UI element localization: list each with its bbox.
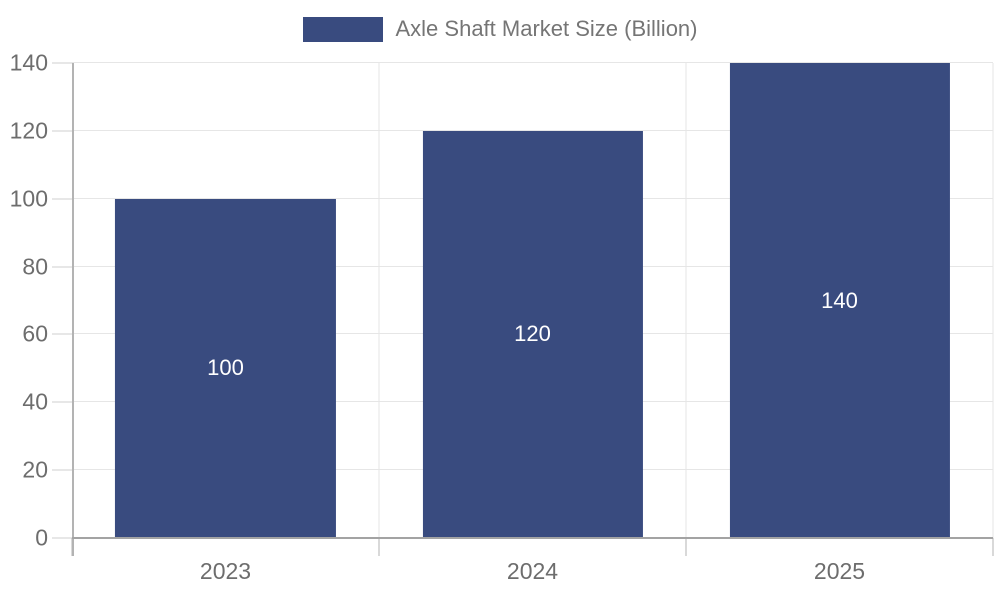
y-tick xyxy=(52,130,72,132)
bar-value-label: 120 xyxy=(514,321,551,347)
x-tick xyxy=(378,538,380,556)
y-tick xyxy=(52,537,72,539)
y-axis-label: 120 xyxy=(9,117,48,144)
x-tick xyxy=(71,538,73,556)
plot-area: 0 20 40 60 80 100 120 140 100 2023 120 2024 140 2025 xyxy=(10,51,994,583)
x-axis-label: 2024 xyxy=(506,558,559,584)
bar[interactable]: 100 xyxy=(115,198,336,538)
y-axis-label: 60 xyxy=(22,320,48,347)
y-tick xyxy=(52,198,72,200)
x-axis-line xyxy=(72,537,993,539)
y-tick xyxy=(52,401,72,403)
y-axis-label: 0 xyxy=(35,524,48,551)
x-axis-label: 2023 xyxy=(199,558,252,584)
x-axis-label: 2025 xyxy=(813,558,866,584)
bar[interactable]: 140 xyxy=(729,63,950,538)
y-tick xyxy=(52,469,72,471)
y-axis-line xyxy=(72,63,74,556)
y-axis-label: 40 xyxy=(22,388,48,415)
gridline-vertical xyxy=(685,63,687,538)
legend-swatch xyxy=(302,16,383,42)
y-axis-label: 20 xyxy=(22,456,48,483)
y-tick xyxy=(52,62,72,64)
y-axis-label: 100 xyxy=(9,185,48,212)
y-tick xyxy=(52,266,72,268)
y-tick xyxy=(52,333,72,335)
bar-value-label: 100 xyxy=(207,355,244,381)
x-tick xyxy=(685,538,687,556)
gridline-horizontal xyxy=(72,62,993,63)
gridline-horizontal xyxy=(72,129,993,131)
x-tick xyxy=(992,538,994,556)
bar-value-label: 140 xyxy=(821,287,858,313)
y-axis-label: 140 xyxy=(9,49,48,76)
gridline-vertical xyxy=(992,63,994,538)
bar[interactable]: 120 xyxy=(422,130,643,538)
legend[interactable]: Axle Shaft Market Size (Billion) xyxy=(0,16,1000,42)
gridline-vertical xyxy=(378,63,380,538)
y-axis-label: 80 xyxy=(22,253,48,280)
legend-label: Axle Shaft Market Size (Billion) xyxy=(395,16,698,41)
